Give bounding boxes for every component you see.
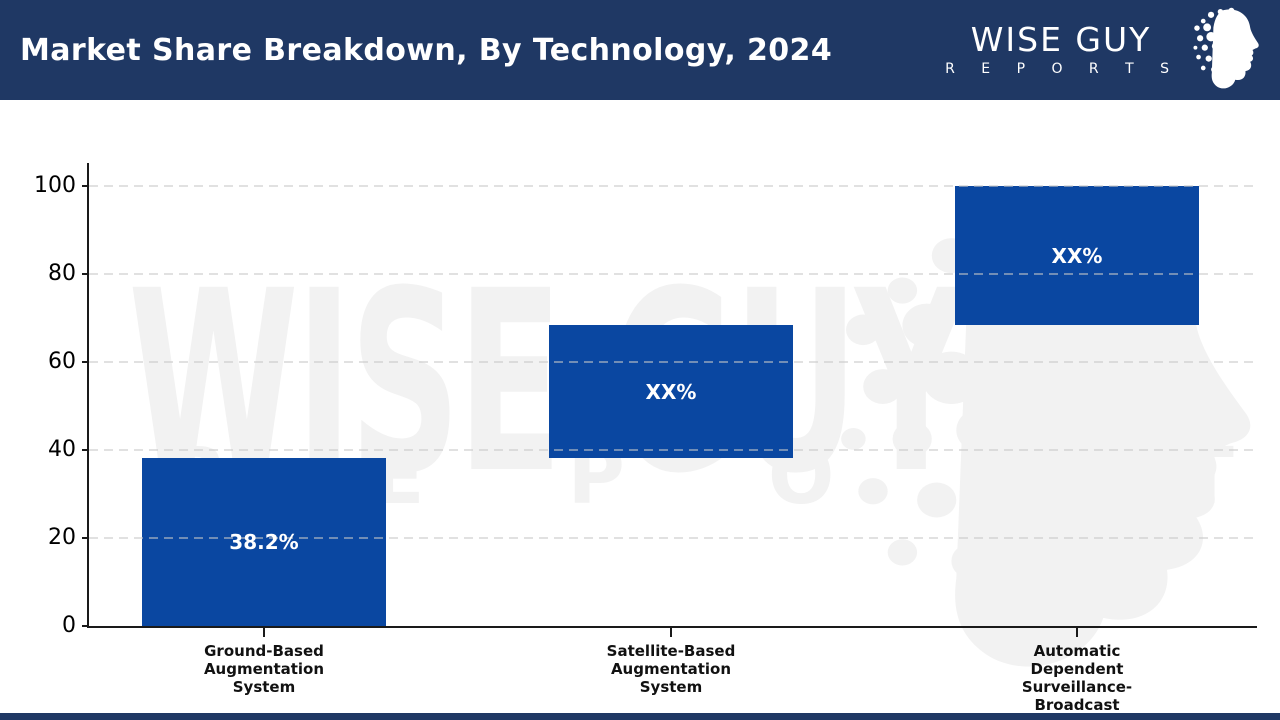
logo-face-icon [1193,7,1259,89]
y-tick-label: 100 [34,173,76,198]
bar-value-label: XX% [1051,243,1103,268]
y-tick-mark [82,625,89,627]
y-tick-mark [82,361,89,363]
logo-wordmark: WISE GUY [970,20,1152,59]
gridline [89,537,1257,539]
y-tick-mark [82,449,89,451]
gridline [89,361,1257,363]
bar-segment [549,325,793,458]
x-category-label-line: Augmentation [610,660,732,678]
gridline [89,449,1257,451]
y-tick-label: 20 [48,525,76,550]
y-tick-label: 0 [62,613,76,638]
y-tick-mark [82,537,89,539]
y-tick-label: 40 [48,437,76,462]
x-axis [87,626,1257,628]
logo-text: WISE GUY R E P O R T S [942,23,1180,77]
x-category-label: Satellite-Based Augmentation System [521,642,821,696]
x-category-label-line: Broadcast [1034,696,1120,714]
x-tick-mark [1076,628,1078,637]
wiseguy-logo: WISE GUY R E P O R T S [942,7,1270,93]
gridline [89,273,1257,275]
bottom-strip [0,713,1280,720]
x-category-label-line: Surveillance- [1021,678,1133,696]
x-category-label: Ground-Based Augmentation System [114,642,414,696]
y-tick-mark [82,185,89,187]
y-axis [87,163,89,628]
bar-value-label: 38.2% [229,529,299,554]
x-tick-mark [670,628,672,637]
x-category-label-line: Satellite-Based [606,642,736,660]
bar-segment [142,457,386,626]
x-tick-mark [263,628,265,637]
x-category-label-line: Augmentation [203,660,325,678]
y-tick-label: 60 [48,349,76,374]
x-category-label: Automatic Dependent Surveillance- Broadcast [927,642,1227,714]
x-category-label-line: Dependent [1030,660,1124,678]
logo-subtitle: R E P O R T S [945,61,1180,77]
header: Market Share Breakdown, By Technology, 2… [0,0,1280,100]
gridline [89,185,1257,187]
x-category-label-line: Ground-Based [204,642,324,660]
page-title: Market Share Breakdown, By Technology, 2… [20,32,833,68]
y-tick-label: 80 [48,261,76,286]
y-tick-mark [82,273,89,275]
x-category-label-line: System [232,678,296,696]
x-category-label-line: System [639,678,703,696]
x-category-label-line: Automatic [1033,642,1121,660]
bar-value-label: XX% [645,379,697,404]
